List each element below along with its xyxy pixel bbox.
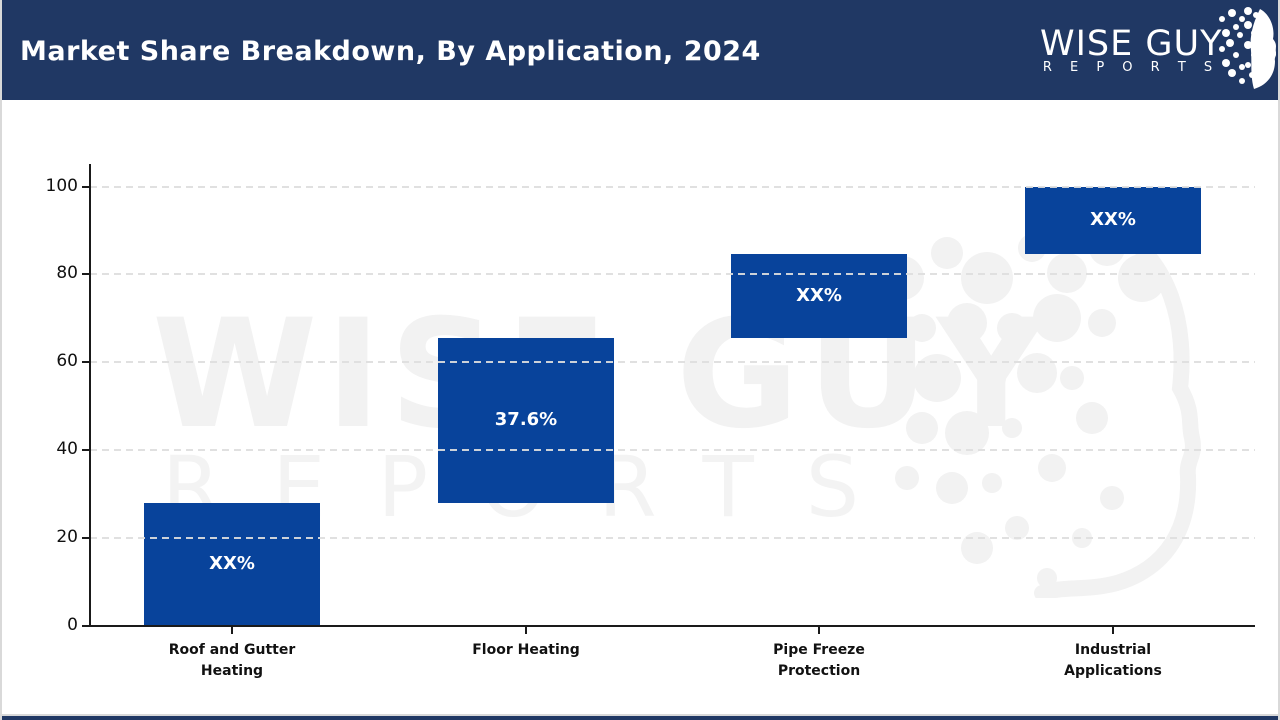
logo-face-icon	[1219, 7, 1276, 89]
footer-divider	[2, 714, 1278, 716]
y-tick-label: 0	[67, 614, 78, 635]
y-tick-label: 60	[56, 351, 78, 372]
x-axis-line	[84, 624, 1255, 627]
bar-value-label: XX%	[796, 284, 842, 306]
y-tick-label: 20	[56, 526, 78, 547]
y-tick-label: 80	[56, 263, 78, 284]
category-label: Industrial Applications	[1064, 642, 1162, 679]
bar: XX%	[1025, 186, 1201, 254]
report-header: Market Share Breakdown, By Application, …	[2, 0, 1278, 100]
page-title: Market Share Breakdown, By Application, …	[20, 36, 761, 67]
category-label: Pipe Freeze Protection	[773, 642, 865, 679]
x-tick-mark	[818, 627, 820, 634]
bar-value-label: XX%	[209, 553, 255, 575]
y-tick-mark	[82, 448, 90, 451]
y-tick-mark	[82, 624, 90, 627]
x-tick-mark	[1112, 627, 1114, 634]
bar: 37.6%	[438, 337, 614, 503]
gridline-60	[90, 361, 1255, 364]
y-tick-label: 100	[45, 175, 78, 196]
y-tick-mark	[82, 273, 90, 276]
bar-value-label: XX%	[1090, 209, 1136, 231]
brand-logo: WISE GUY R E P O R T S	[1040, 0, 1276, 100]
y-tick-mark	[82, 536, 90, 539]
y-tick-mark	[82, 185, 90, 188]
y-tick-label: 40	[56, 438, 78, 459]
bar-value-label: 37.6%	[494, 409, 558, 431]
y-axis-line	[89, 164, 91, 627]
bar: XX%	[731, 253, 907, 338]
x-tick-mark	[525, 627, 527, 634]
logo-wordmark: WISE GUY	[1040, 24, 1223, 64]
category-label: Floor Heating	[472, 642, 580, 658]
logo-reports-line: R E P O R T S	[1042, 60, 1220, 75]
bar: XX%	[144, 502, 320, 626]
gridline-100	[90, 185, 1255, 188]
footer-bar	[2, 716, 1278, 720]
y-tick-mark	[82, 361, 90, 364]
gridline-80	[90, 273, 1255, 276]
gridline-20	[90, 536, 1255, 539]
x-tick-mark	[231, 627, 233, 634]
category-label: Roof and Gutter Heating	[168, 642, 296, 679]
gridline-40	[90, 448, 1255, 451]
